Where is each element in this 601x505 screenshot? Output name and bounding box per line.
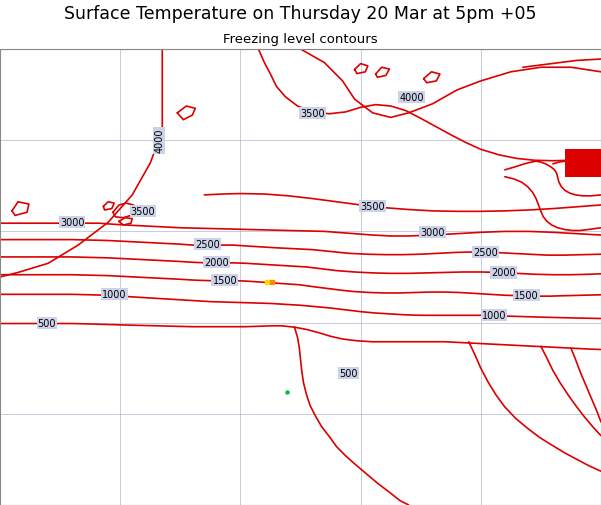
Text: 1000: 1000	[102, 290, 126, 300]
Text: 1500: 1500	[213, 276, 237, 286]
Text: 500: 500	[38, 318, 56, 328]
Text: 4000: 4000	[154, 129, 164, 153]
Text: 3500: 3500	[300, 109, 325, 119]
Text: Freezing level contours: Freezing level contours	[223, 32, 378, 45]
Text: 2500: 2500	[195, 240, 220, 249]
Text: 3000: 3000	[60, 217, 84, 227]
Text: 1500: 1500	[514, 291, 538, 300]
Text: 3500: 3500	[131, 207, 155, 217]
Text: 500: 500	[340, 368, 358, 378]
Text: 2000: 2000	[492, 268, 516, 278]
Text: 3500: 3500	[361, 201, 385, 212]
Text: 2000: 2000	[204, 258, 228, 268]
Text: 4000: 4000	[400, 93, 424, 103]
Text: 2500: 2500	[473, 248, 498, 258]
Bar	[565, 150, 601, 177]
Text: Surface Temperature on Thursday 20 Mar at 5pm +05: Surface Temperature on Thursday 20 Mar a…	[64, 5, 537, 23]
Text: 3000: 3000	[421, 228, 445, 238]
Text: 1000: 1000	[482, 310, 506, 320]
